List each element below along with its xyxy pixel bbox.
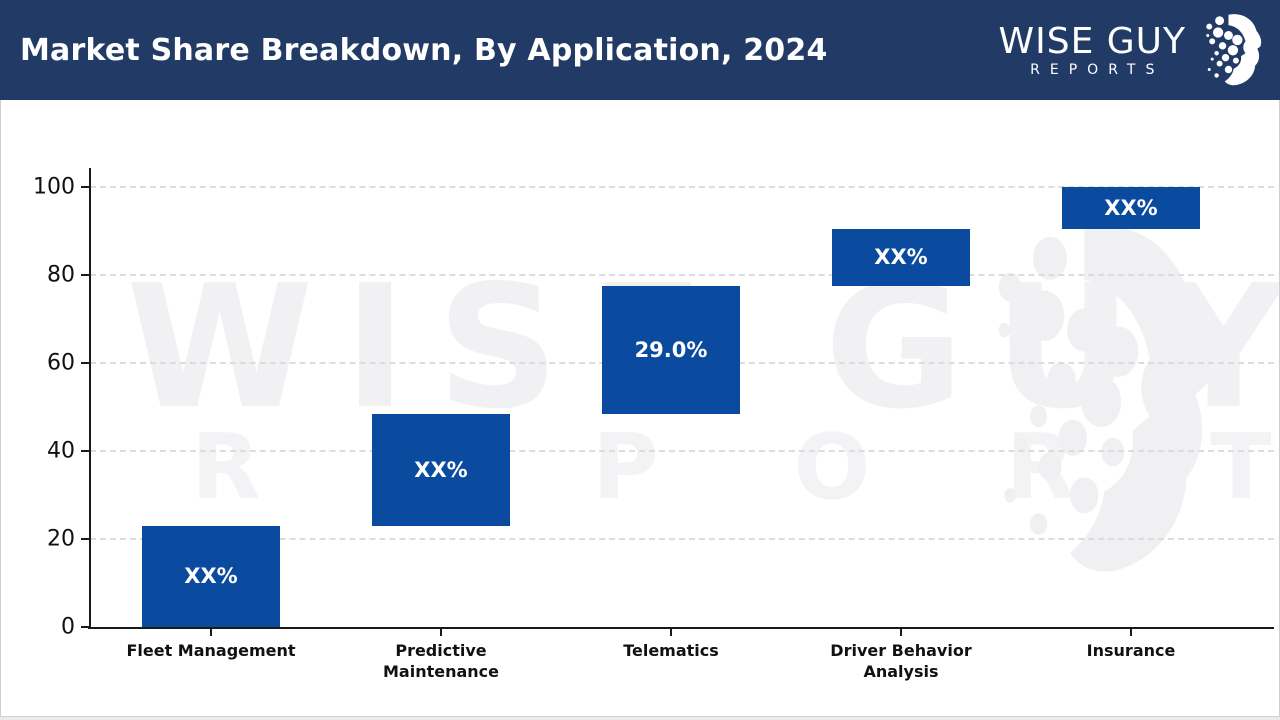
gridline-y-80 <box>90 274 1274 276</box>
bar-predictive-maintenance: XX% <box>372 413 510 526</box>
y-axis-tick-label: 40 <box>47 438 75 464</box>
y-axis-tick <box>81 450 89 452</box>
y-axis-tick-label: 80 <box>47 262 75 288</box>
brand-name: WISE GUY <box>998 21 1186 62</box>
x-axis-label-fleet-management: Fleet Management <box>126 641 296 660</box>
dotted-head-profile-icon <box>1206 14 1262 86</box>
x-axis-tick <box>670 629 672 636</box>
x-axis-label-predictive-maintenance: Predictive Maintenance <box>382 641 500 681</box>
header-bar: Market Share Breakdown, By Application, … <box>0 0 1280 100</box>
x-axis-label-driver-behavior-analysis: Driver Behavior Analysis <box>830 641 972 681</box>
y-axis-tick <box>81 626 89 628</box>
y-axis-tick-label: 60 <box>47 350 75 376</box>
gridline-y-20 <box>90 538 1274 540</box>
x-axis-tick <box>210 629 212 636</box>
bar-telematics: 29.0% <box>602 286 740 414</box>
y-axis-line <box>89 168 91 629</box>
brand-subtitle: REPORTS <box>1030 62 1165 78</box>
chart-area: WISE GUY R E P O R T S 020406080100XX%Fl… <box>0 100 1280 717</box>
y-axis-tick <box>81 274 89 276</box>
y-axis-tick-label: 0 <box>61 614 75 640</box>
bar-value-label-driver-behavior-analysis: XX% <box>874 245 928 270</box>
x-axis-label-telematics: Telematics <box>623 641 719 660</box>
bar-value-label-predictive-maintenance: XX% <box>414 457 468 482</box>
x-axis-tick <box>440 629 442 636</box>
y-axis-tick-label: 20 <box>47 526 75 552</box>
bar-value-label-insurance: XX% <box>1104 195 1158 220</box>
x-axis-line <box>88 627 1274 629</box>
bar-driver-behavior-analysis: XX% <box>832 228 970 286</box>
y-axis-tick <box>81 186 89 188</box>
y-axis-tick <box>81 538 89 540</box>
bar-value-label-fleet-management: XX% <box>184 564 238 589</box>
x-axis-label-insurance: Insurance <box>1086 641 1176 660</box>
y-axis-tick-label: 100 <box>33 174 75 200</box>
page-title: Market Share Breakdown, By Application, … <box>20 32 828 68</box>
y-axis-tick <box>81 362 89 364</box>
x-axis-tick <box>1130 629 1132 636</box>
x-axis-tick <box>900 629 902 636</box>
bar-insurance: XX% <box>1062 187 1200 229</box>
brand-logo-text: WISE GUY REPORTS <box>999 23 1187 79</box>
bar-fleet-management: XX% <box>142 525 280 627</box>
bar-value-label-telematics: 29.0% <box>634 337 708 362</box>
gridline-y-100 <box>90 186 1274 188</box>
watermark-dotted-head-profile-icon <box>998 226 1211 572</box>
brand-logo: WISE GUY REPORTS <box>999 8 1265 94</box>
gridline-y-40 <box>90 450 1274 452</box>
